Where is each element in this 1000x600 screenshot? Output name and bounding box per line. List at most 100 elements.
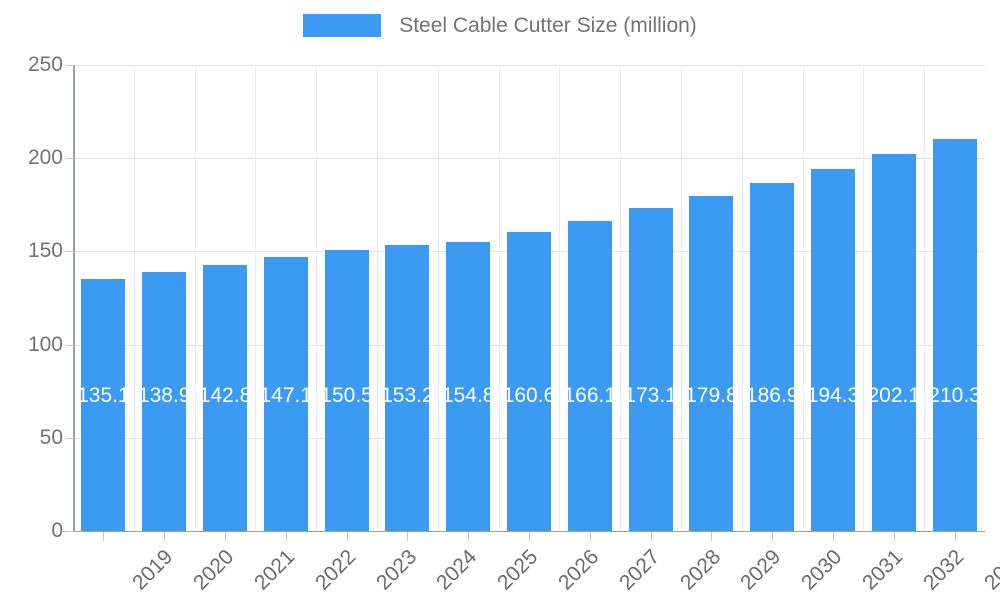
x-gridline <box>863 65 865 531</box>
y-axis-tick-mark <box>65 344 74 346</box>
x-axis-tick-label: 2029 <box>736 545 786 595</box>
x-axis-tick-label: 2022 <box>310 545 361 595</box>
x-axis-tick-label: 2030 <box>797 545 847 595</box>
legend-item-steel-cable-cutter-size[interactable]: Steel Cable Cutter Size (million) <box>303 14 697 37</box>
bar[interactable] <box>81 279 126 531</box>
bar[interactable] <box>689 195 734 531</box>
x-axis-tick-mark <box>285 532 287 541</box>
bar[interactable] <box>385 245 430 531</box>
bar[interactable] <box>446 242 491 531</box>
bar[interactable] <box>506 231 551 531</box>
bar-slot: 142.8 <box>195 65 256 531</box>
x-axis-tick-mark <box>893 532 895 541</box>
x-gridline <box>255 65 257 531</box>
bar-slot: 153.2 <box>377 65 438 531</box>
bar-clip: 150.5 <box>324 250 369 531</box>
x-axis-tick-label: 2021 <box>249 545 300 595</box>
bar-clip: 166.1 <box>567 221 612 531</box>
bar[interactable] <box>871 154 916 531</box>
bar-clip: 154.8 <box>446 242 491 531</box>
y-axis-tick-mark <box>65 158 74 160</box>
bar[interactable] <box>324 250 369 531</box>
bar-clip: 153.2 <box>385 245 430 531</box>
bar[interactable] <box>932 139 977 531</box>
legend-label: Steel Cable Cutter Size (million) <box>399 14 697 37</box>
y-gridline <box>73 158 985 160</box>
y-axis-tick-mark <box>65 437 74 439</box>
bar-clip: 202.1 <box>871 154 916 531</box>
x-axis-tick-label: 2024 <box>432 545 482 595</box>
x-gridline <box>559 65 561 531</box>
bar-slot: 210.3 <box>924 65 985 531</box>
x-axis-tick-mark <box>772 532 774 541</box>
bar-slot: 173.1 <box>620 65 681 531</box>
bar-clip: 135.1 <box>81 279 126 531</box>
bar-slot: 147.1 <box>255 65 316 531</box>
bar[interactable] <box>263 256 308 531</box>
bar[interactable] <box>628 208 673 531</box>
legend-color-swatch <box>303 14 382 37</box>
x-axis-tick-mark <box>164 532 166 541</box>
bar[interactable] <box>750 182 795 531</box>
bar[interactable] <box>810 168 855 531</box>
bar-slot: 154.8 <box>438 65 499 531</box>
x-axis-tick-mark <box>711 532 713 541</box>
x-axis-tick-mark <box>833 532 834 541</box>
x-axis-tick-label: 2023 <box>371 545 421 595</box>
bar-slot: 160.6 <box>499 65 560 531</box>
x-axis-tick-label: 2019 <box>128 545 178 595</box>
y-axis-tick-mark <box>65 251 74 253</box>
x-axis-tick-mark <box>346 532 348 541</box>
x-gridline <box>681 65 682 531</box>
bar[interactable] <box>567 221 612 531</box>
y-axis-tick-mark <box>65 65 74 66</box>
y-axis-tick-label: 250 <box>27 53 63 76</box>
x-gridline <box>133 65 135 531</box>
bar-clip: 179.8 <box>689 195 734 531</box>
bar-slot: 135.1 <box>73 65 134 531</box>
x-axis-tick-label: 2027 <box>614 545 665 595</box>
x-gridline <box>924 65 926 531</box>
x-axis-tick-label: 2026 <box>553 545 604 595</box>
x-axis-tick-mark <box>103 532 105 541</box>
y-gridline <box>73 65 985 66</box>
x-gridline <box>194 65 196 531</box>
y-axis-line <box>73 65 75 532</box>
x-axis-tick-label: 2033 <box>979 545 1000 595</box>
x-axis-tick-mark <box>529 532 530 541</box>
x-axis-tick-mark <box>407 532 409 541</box>
x-gridline <box>620 65 622 531</box>
x-gridline <box>437 65 439 531</box>
x-gridline <box>802 65 804 531</box>
x-gridline <box>741 65 743 531</box>
bar[interactable] <box>202 264 247 531</box>
bar-clip: 147.1 <box>263 256 308 531</box>
bar-slot: 202.1 <box>863 65 924 531</box>
y-axis-tick-label: 200 <box>27 146 63 170</box>
bar-clip: 194.3 <box>810 168 855 531</box>
y-axis-tick-labels: 0 50 100 150 200 250 <box>0 0 63 600</box>
bar-slot: 150.5 <box>316 65 377 531</box>
x-axis-tick-mark <box>225 532 226 541</box>
x-axis-tick-mark <box>468 532 470 541</box>
bar-clip: 210.3 <box>932 139 977 531</box>
y-axis-tick-mark <box>65 531 74 532</box>
x-axis-tick-mark <box>589 532 591 541</box>
bar-slot: 186.9 <box>742 65 803 531</box>
y-axis-tick-label: 0 <box>51 519 63 542</box>
bar[interactable] <box>142 272 187 531</box>
x-gridline <box>377 65 378 531</box>
chart-legend: Steel Cable Cutter Size (million) <box>0 14 1000 37</box>
plot-area: 135.1 138.9 142.8 147.1 150.5 153.2 154.8 160.6… <box>73 65 985 532</box>
y-axis-tick-label: 100 <box>27 332 63 356</box>
bar-slot: 138.9 <box>134 65 195 531</box>
bar-clip: 173.1 <box>628 208 673 531</box>
bar-clip: 138.9 <box>142 272 187 531</box>
x-axis-tick-label: 2031 <box>857 545 908 595</box>
bar-clip: 142.8 <box>202 264 247 531</box>
y-axis-tick-label: 150 <box>27 239 63 263</box>
x-axis-tick-mark <box>650 532 652 541</box>
x-axis-tick-mark <box>954 532 956 541</box>
x-gridline <box>316 65 318 531</box>
